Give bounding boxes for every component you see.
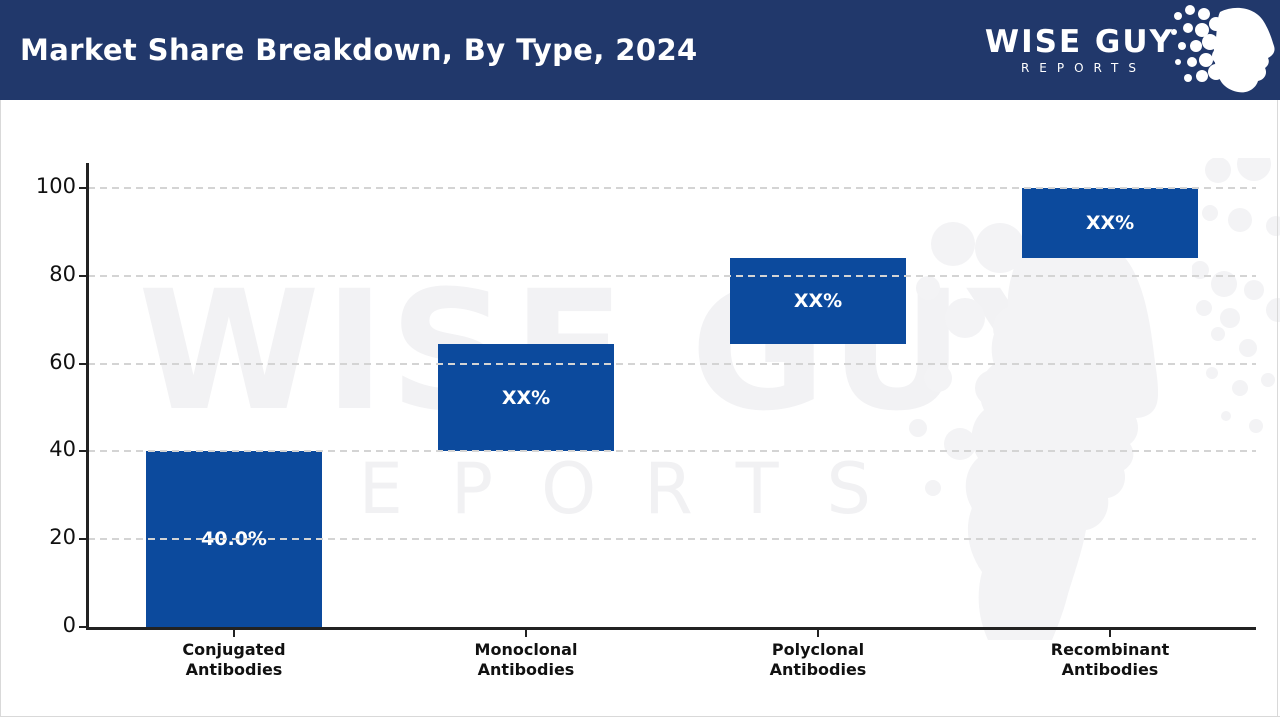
x-axis-tick-mark — [1109, 629, 1111, 637]
category-label-line: Polyclonal — [771, 640, 865, 659]
x-axis-tick-mark — [525, 629, 527, 637]
x-axis-category-label: Monoclonal Antibodies — [380, 640, 672, 680]
y-gridline — [88, 450, 1256, 453]
y-axis-tick-mark — [79, 187, 88, 189]
y-axis-tick-label: 100 — [35, 174, 76, 198]
x-axis-tick-mark — [233, 629, 235, 637]
category-label-line: Antibodies — [769, 660, 867, 679]
category-label-line: Antibodies — [1061, 660, 1159, 679]
y-axis-tick-label: 80 — [49, 261, 76, 286]
y-axis-tick-label: 0 — [62, 613, 76, 637]
y-axis-tick-label: 20 — [49, 525, 76, 550]
brand-logo-primary: WISE GUY — [984, 23, 1174, 60]
bar-value-label: XX% — [1085, 212, 1135, 235]
x-axis-tick-mark — [817, 629, 819, 637]
y-gridline — [88, 362, 1256, 365]
bar-segment: XX% — [438, 343, 614, 452]
x-axis-spine — [86, 627, 1256, 630]
page-border-right — [1277, 100, 1278, 717]
y-axis-tick-label: 60 — [49, 349, 76, 374]
x-axis-category-label: Conjugated Antibodies — [88, 640, 380, 680]
bar-value-label: XX% — [793, 290, 843, 313]
bar-value-label: XX% — [501, 386, 551, 409]
y-axis-tick-label: 40 — [49, 437, 76, 462]
bar-segment: XX% — [1022, 188, 1198, 259]
category-label-line: Antibodies — [185, 660, 283, 679]
bar-segment: XX% — [730, 258, 906, 344]
page-border-bottom — [0, 716, 1280, 717]
page-title: Market Share Breakdown, By Type, 2024 — [20, 33, 698, 67]
brand-logo-text: WISE GUY REPORTS — [984, 23, 1174, 75]
category-label-line: Recombinant — [1050, 640, 1170, 659]
brand-logo: WISE GUY REPORTS — [985, 2, 1280, 98]
y-axis-tick-mark — [79, 626, 88, 628]
category-label-line: Conjugated — [182, 640, 286, 659]
y-axis-tick-mark — [79, 450, 88, 453]
x-axis-category-label: Recombinant Antibodies — [964, 640, 1256, 680]
brand-logo-secondary: REPORTS — [1020, 60, 1146, 75]
x-axis-category-label: Polyclonal Antibodies — [672, 640, 964, 680]
y-gridline — [88, 538, 1256, 541]
y-gridline — [88, 274, 1256, 277]
page-border-left — [0, 100, 1, 717]
chart-area: WISE GUY REPORTS 0 20 40 60 80 100 40.0% Conjug… — [0, 100, 1280, 720]
y-gridline — [88, 187, 1256, 189]
category-label-line: Antibodies — [477, 660, 575, 679]
category-label-line: Monoclonal — [474, 640, 578, 659]
logo-head-icon — [1171, 5, 1275, 93]
y-axis-tick-mark — [79, 362, 88, 365]
y-axis-tick-mark — [79, 538, 88, 541]
y-axis-spine — [86, 163, 89, 630]
header-bar: Market Share Breakdown, By Type, 2024 WI… — [0, 0, 1280, 100]
y-axis-tick-mark — [79, 274, 88, 277]
